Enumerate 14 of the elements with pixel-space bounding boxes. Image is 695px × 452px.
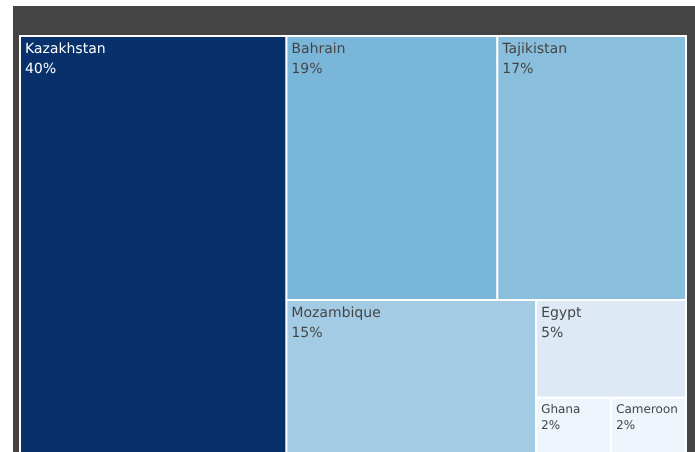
data-label: 2% <box>616 418 636 432</box>
data-label: 15% <box>291 325 323 341</box>
category-label: Cameroon <box>616 402 678 416</box>
category-label: Ghana <box>541 402 580 416</box>
data-label: 40% <box>25 61 56 77</box>
data-label: 19% <box>291 61 323 77</box>
category-label: Bahrain <box>291 41 346 57</box>
data-label: 5% <box>541 325 564 341</box>
category-label: Kazakhstan <box>25 41 106 57</box>
data-label: 17% <box>502 61 534 77</box>
category-label: Egypt <box>541 305 582 321</box>
category-label: Mozambique <box>291 305 381 321</box>
data-label: 2% <box>541 418 560 432</box>
category-label: Tajikistan <box>501 41 568 57</box>
